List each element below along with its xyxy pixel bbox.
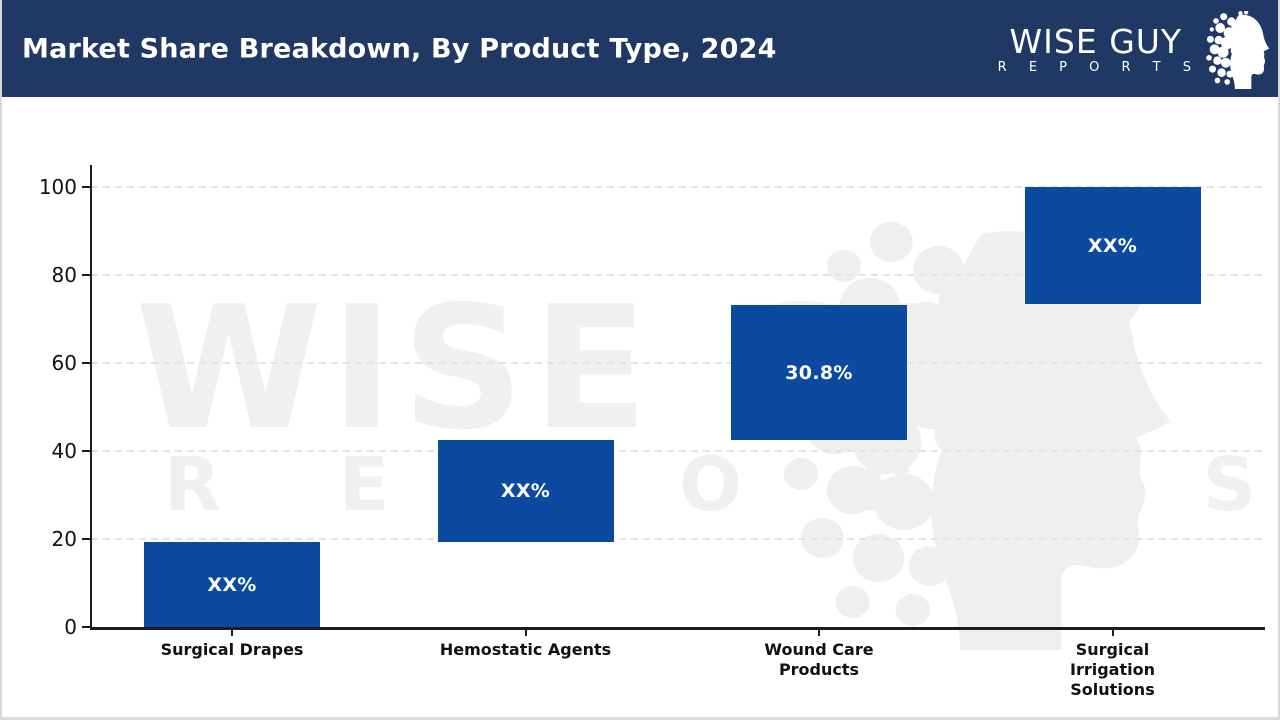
- bar-value-label: 30.8%: [785, 361, 853, 384]
- bar-segment: XX%: [144, 542, 320, 627]
- x-axis-category-line: Surgical: [1075, 640, 1150, 659]
- bar-segment: XX%: [437, 440, 614, 543]
- bar-value-label: XX%: [500, 480, 551, 503]
- y-tick-label: 40: [51, 439, 77, 463]
- x-axis-category-label: Surgical Drapes: [107, 640, 357, 660]
- bar-segment: 30.8%: [731, 304, 907, 441]
- y-axis-tick: [82, 362, 90, 364]
- x-axis-category-line: Solutions: [1070, 680, 1155, 699]
- x-axis-tick: [231, 630, 233, 636]
- bar-segment: XX%: [1024, 187, 1201, 305]
- grid-line: [91, 450, 1265, 452]
- x-axis-category-label: Wound Care Products: [694, 640, 944, 680]
- x-axis-tick: [1111, 630, 1114, 636]
- y-tick-label: 80: [51, 263, 77, 287]
- bar-value-label: XX%: [1087, 234, 1138, 257]
- y-axis-tick: [82, 626, 90, 628]
- page-title: Market Share Breakdown, By Product Type,…: [22, 33, 777, 64]
- x-axis-category-line: Hemostatic Agents: [439, 640, 612, 659]
- y-axis-spine: [90, 165, 92, 630]
- x-axis-category-line: Wound Care: [764, 640, 874, 659]
- y-tick-label: 60: [51, 351, 77, 375]
- y-axis-tick: [82, 538, 90, 540]
- x-axis-category-line: Irrigation: [1070, 660, 1155, 679]
- y-tick-label: 0: [64, 615, 77, 639]
- x-axis-category-label: Surgical Irrigation Solutions: [988, 640, 1238, 700]
- brand-subname: R E P O R T S: [997, 60, 1200, 75]
- y-axis-tick: [82, 274, 90, 276]
- bar-value-label: XX%: [207, 573, 257, 596]
- y-tick-label: 100: [38, 175, 77, 199]
- brand-head-dots-icon: [1202, 11, 1272, 89]
- brand-logo: WISE GUY R E P O R T S: [992, 10, 1272, 90]
- brand-name: WISE GUY: [1009, 22, 1183, 61]
- y-axis-tick: [82, 186, 90, 188]
- brand-logo-text: WISE GUY R E P O R T S: [992, 24, 1200, 76]
- header-bar: Market Share Breakdown, By Product Type,…: [2, 0, 1278, 97]
- y-axis-tick: [82, 450, 90, 452]
- grid-line: [91, 362, 1265, 364]
- x-axis-tick: [524, 630, 527, 636]
- grid-line: [91, 186, 1265, 188]
- x-axis-spine: [90, 627, 1265, 630]
- x-axis-category-label: Hemostatic Agents: [401, 640, 651, 660]
- grid-line: [91, 274, 1265, 276]
- x-axis-tick: [818, 630, 820, 636]
- x-axis-category-line: Products: [778, 660, 860, 679]
- grid-line: [91, 538, 1265, 540]
- x-axis-category-line: Surgical Drapes: [160, 640, 304, 659]
- y-tick-label: 20: [51, 527, 77, 551]
